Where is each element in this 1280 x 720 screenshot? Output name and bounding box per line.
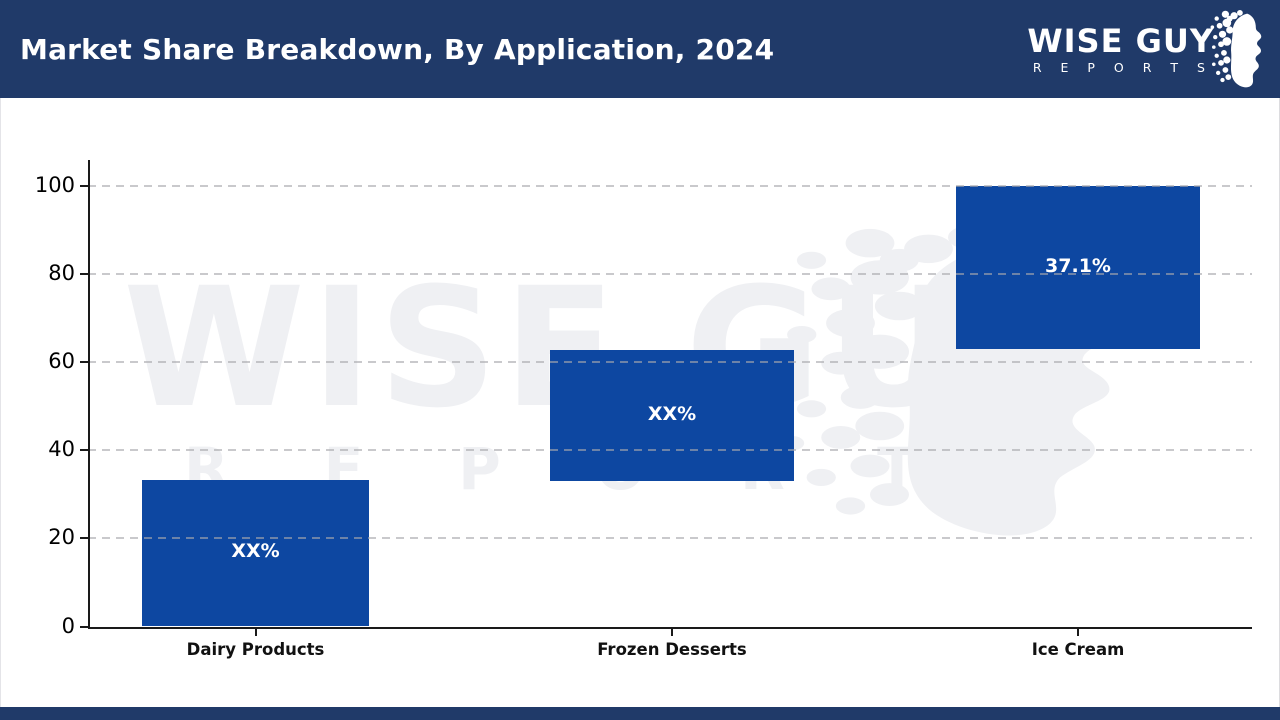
gridline-40	[88, 449, 1252, 452]
x-axis-tick-dairy-products	[254, 628, 257, 636]
category-label-dairy-products: Dairy Products	[186, 640, 325, 659]
y-axis-line	[88, 160, 90, 629]
y-tick-label-0: 0	[61, 613, 75, 638]
y-tick-label-100: 100	[34, 173, 75, 197]
bar-dairy-products	[142, 479, 369, 627]
y-axis-tick-0	[80, 625, 88, 628]
y-axis-tick-40	[80, 449, 88, 452]
y-tick-label-80: 80	[48, 261, 75, 286]
x-axis-tick-frozen-desserts	[671, 628, 673, 636]
bar-ice-cream	[956, 186, 1200, 350]
gridline-80	[88, 273, 1252, 276]
gridline-100	[88, 185, 1252, 187]
chart-title: Market Share Breakdown, By Application, …	[20, 32, 775, 66]
y-axis-tick-80	[80, 273, 88, 276]
value-label-dairy-products: XX%	[231, 540, 280, 563]
footer-bar	[0, 707, 1280, 720]
y-axis-tick-20	[80, 537, 88, 540]
y-axis-tick-100	[80, 185, 88, 187]
x-axis-tick-ice-cream	[1077, 628, 1079, 636]
y-tick-label-20: 20	[48, 525, 75, 550]
value-label-frozen-desserts: XX%	[647, 402, 697, 425]
y-axis-tick-60	[80, 361, 88, 364]
bar-frozen-desserts	[550, 349, 794, 482]
category-label-ice-cream: Ice Cream	[1031, 640, 1125, 659]
logo-head-profile-icon	[1210, 10, 1262, 88]
y-tick-label-40: 40	[48, 437, 75, 462]
y-tick-label-60: 60	[48, 349, 75, 374]
wise-guy-logo: WISE GUY R E P O R T S	[1027, 6, 1266, 94]
x-axis-line	[88, 626, 1252, 629]
header-bar: Market Share Breakdown, By Application, …	[0, 0, 1280, 98]
logo-text: WISE GUY R E P O R T S	[1027, 21, 1214, 76]
logo-wordmark: WISE GUY	[1027, 21, 1214, 60]
category-label-frozen-desserts: Frozen Desserts	[597, 640, 747, 659]
value-label-ice-cream: 37.1%	[1045, 254, 1111, 277]
gridline-20	[88, 537, 1252, 540]
gridline-60	[88, 361, 1252, 364]
logo-subtitle: R E P O R T S	[1032, 60, 1213, 76]
